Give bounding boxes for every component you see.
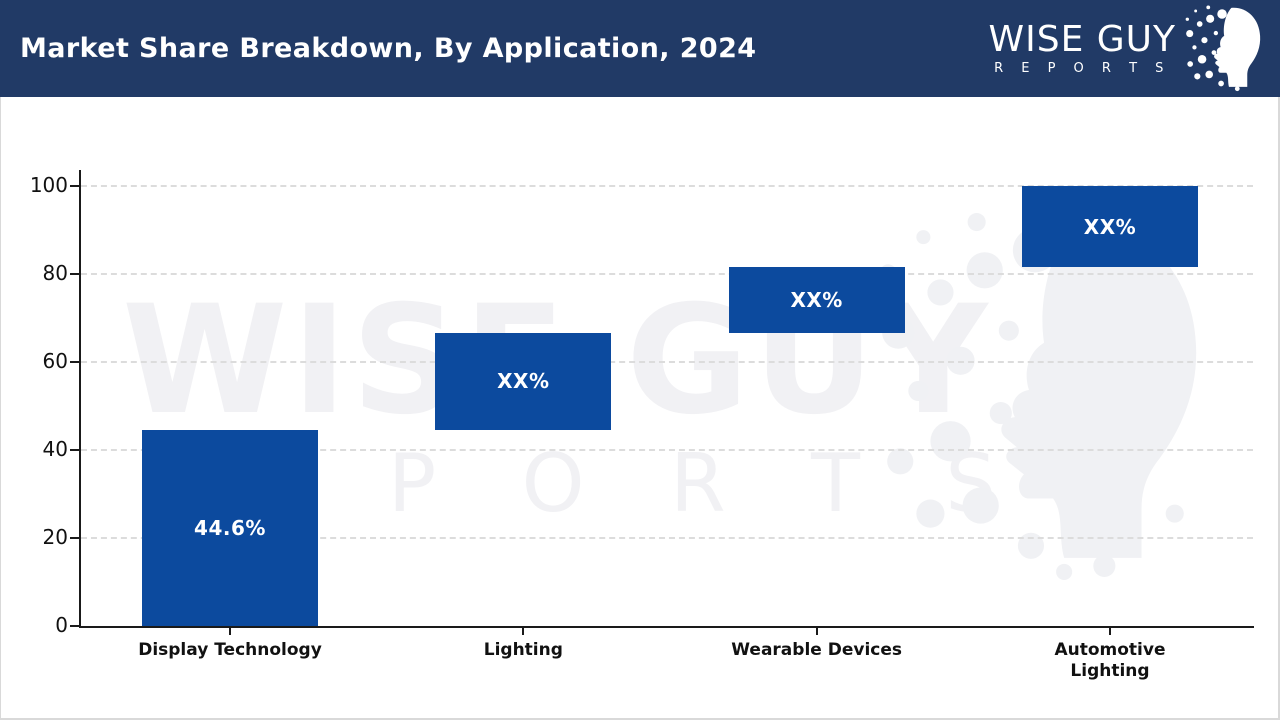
x-tick-1	[229, 628, 231, 635]
watermark-face-icon	[880, 213, 1197, 580]
wiseguy-logo-text: WISE GUY R E P O R T S	[988, 19, 1177, 76]
x-category-label-1: Display Technology	[138, 640, 322, 660]
y-tick-label-60: 60	[42, 349, 68, 373]
y-tick-100	[70, 185, 79, 187]
x-axis-line	[79, 626, 1254, 628]
wiseguy-logo: WISE GUY R E P O R T S	[988, 4, 1267, 93]
y-tick-label-40: 40	[42, 437, 68, 461]
bar-value-label: XX%	[497, 369, 550, 394]
gridline-y20	[81, 537, 1253, 539]
page-border-right	[1278, 97, 1280, 720]
wiseguy-logo-name: WISE GUY	[988, 19, 1176, 60]
bar-value-label: XX%	[1083, 214, 1137, 239]
bar-value-label: 44.6%	[194, 515, 266, 540]
gridline-y60	[81, 361, 1253, 363]
y-tick-20	[70, 537, 79, 539]
x-tick-4	[1108, 628, 1111, 635]
y-tick-label-80: 80	[42, 261, 68, 285]
bar-4: XX%	[1021, 186, 1198, 268]
page-border-left	[0, 97, 1, 720]
x-tick-2	[522, 628, 525, 635]
header-bar: Market Share Breakdown, By Application, …	[0, 0, 1280, 97]
page-border-bottom	[0, 718, 1280, 720]
y-tick-label-100: 100	[29, 173, 68, 197]
x-category-label-4: Automotive Lighting	[1054, 640, 1166, 682]
wiseguy-logo-subtitle: R E P O R T S	[994, 61, 1171, 76]
bar-3: XX%	[728, 267, 905, 333]
x-category-label-2: Lighting	[483, 640, 563, 660]
bar-value-label: XX%	[790, 287, 843, 312]
x-category-label-3: Wearable Devices	[731, 640, 903, 660]
y-tick-40	[70, 449, 79, 451]
x-tick-3	[815, 628, 818, 635]
gridline-y40	[81, 449, 1253, 451]
bar-1: 44.6%	[142, 429, 318, 626]
y-tick-0	[70, 625, 79, 627]
page-title: Market Share Breakdown, By Application, …	[20, 33, 757, 64]
gridline-y100	[81, 185, 1253, 187]
bar-2: XX%	[435, 332, 612, 430]
gridline-y80	[81, 273, 1253, 275]
y-tick-80	[70, 273, 79, 275]
y-axis-line	[79, 170, 81, 628]
y-tick-label-20: 20	[42, 525, 68, 549]
y-tick-label-0: 0	[55, 613, 68, 637]
wiseguy-face-logo-icon	[1185, 4, 1261, 91]
y-tick-60	[70, 361, 79, 363]
